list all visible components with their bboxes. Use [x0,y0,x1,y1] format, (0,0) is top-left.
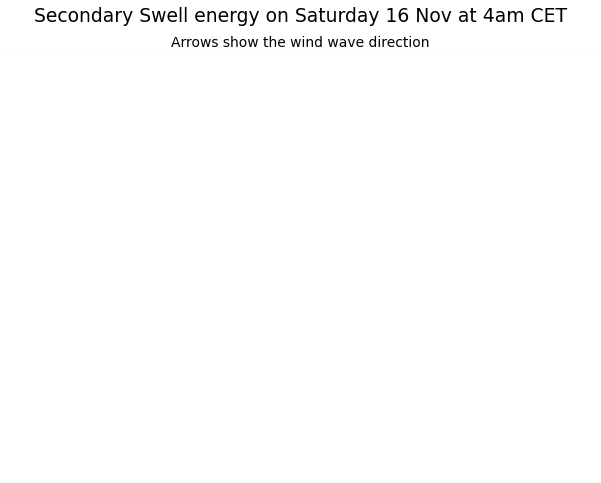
Text: Arrows show the wind wave direction: Arrows show the wind wave direction [171,36,430,50]
Text: Install cartopy for full map rendering: Install cartopy for full map rendering [172,262,429,276]
Text: Secondary Swell energy on Saturday 16 Nov at 4am CET: Secondary Swell energy on Saturday 16 No… [34,7,567,26]
